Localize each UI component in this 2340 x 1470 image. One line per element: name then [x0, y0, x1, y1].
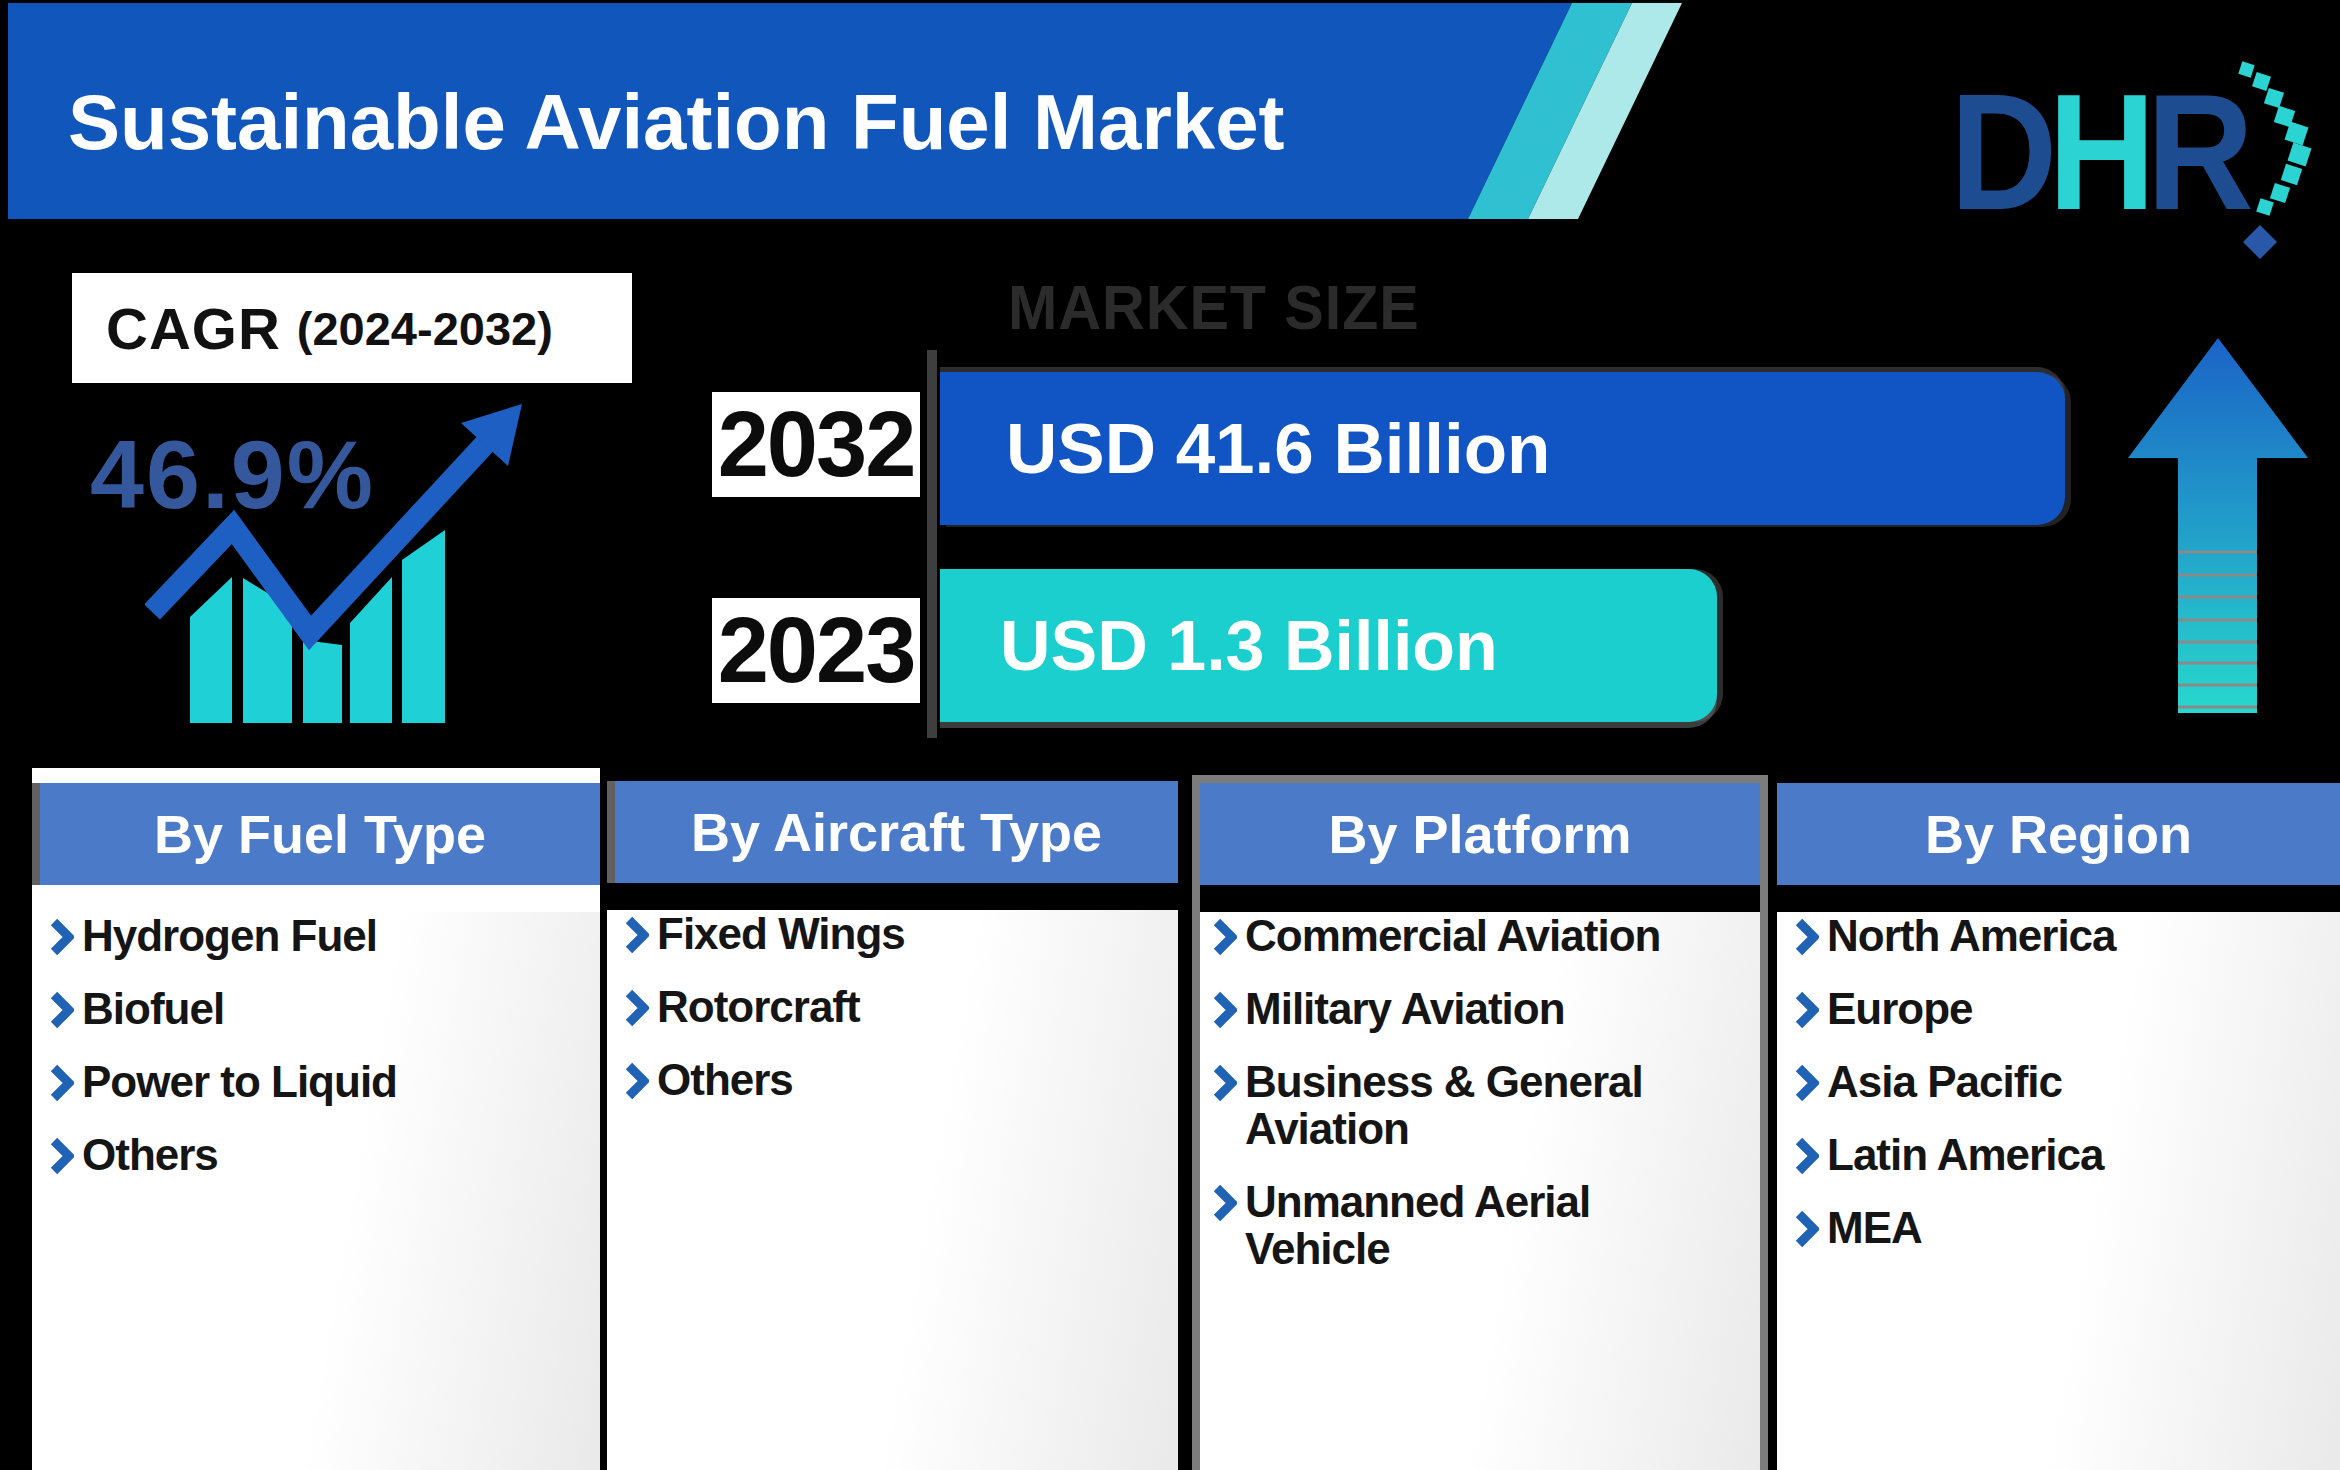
item-label: Business & General Aviation [1245, 1058, 1745, 1152]
item-label: Biofuel [82, 985, 224, 1032]
list-item: Unmanned Aerial Vehicle [1213, 1178, 1752, 1272]
list-item: Others [625, 1056, 1170, 1103]
chevron-right-icon [50, 1137, 74, 1175]
item-label: North America [1827, 912, 2116, 959]
chevron-right-icon [1795, 1210, 1819, 1248]
segment-items: North America Europe Asia Pacific Latin … [1777, 912, 2340, 1251]
cagr-period: (2024-2032) [297, 301, 553, 356]
logo-letter-h: H [2048, 60, 2146, 244]
segment-header: By Platform [1200, 783, 1760, 885]
chevron-right-icon [50, 991, 74, 1029]
logo-sparkle [2285, 122, 2309, 146]
chevron-right-icon [50, 1064, 74, 1102]
item-label: Asia Pacific [1827, 1058, 2062, 1105]
segment-body: Fixed Wings Rotorcraft Others [607, 910, 1178, 1470]
item-label: Commercial Aviation [1245, 912, 1660, 959]
list-item: Hydrogen Fuel [50, 912, 592, 959]
header-band: Sustainable Aviation Fuel Market [8, 3, 1682, 219]
dhr-logo-letters: DHR [1950, 70, 2245, 235]
segment-body: Commercial Aviation Military Aviation Bu… [1200, 912, 1760, 1470]
segment-items: Commercial Aviation Military Aviation Bu… [1200, 912, 1760, 1272]
logo-letter-r: R [2147, 60, 2245, 244]
chevron-right-icon [1213, 918, 1237, 956]
dhr-logo: DHR [1950, 70, 2340, 270]
list-item: Rotorcraft [625, 983, 1170, 1030]
item-label: Others [657, 1056, 793, 1103]
year-label-2023: 2023 [712, 598, 920, 703]
market-size-axis-line [927, 350, 937, 738]
cagr-box: CAGR (2024-2032) [72, 273, 632, 383]
list-item: MEA [1795, 1204, 2332, 1251]
chevron-right-icon [1213, 991, 1237, 1029]
list-item: Biofuel [50, 985, 592, 1032]
logo-sparkle-blue [2243, 225, 2277, 259]
segment-header: By Aircraft Type [607, 781, 1178, 883]
chevron-right-icon [1795, 991, 1819, 1029]
segment-column-region: By Region North America Europe Asia Paci… [1777, 783, 2340, 1470]
up-arrow-icon [2120, 330, 2315, 720]
logo-letter-d: D [1950, 60, 2048, 244]
growth-chart-icon [145, 395, 535, 730]
segment-column-fuel-type: By Fuel Type Hydrogen Fuel Biofuel Power… [32, 768, 600, 1455]
page-title: Sustainable Aviation Fuel Market [68, 83, 1285, 161]
segment-header: By Region [1777, 783, 2340, 885]
logo-sparkle [2270, 183, 2290, 203]
item-label: Hydrogen Fuel [82, 912, 377, 959]
segment-body: Hydrogen Fuel Biofuel Power to Liquid Ot… [32, 912, 600, 1470]
chevron-right-icon [1795, 1064, 1819, 1102]
market-size-value-2023: USD 1.3 Billion [1000, 606, 1498, 686]
list-item: Latin America [1795, 1131, 2332, 1178]
chevron-right-icon [50, 918, 74, 956]
item-label: MEA [1827, 1204, 1922, 1251]
logo-sparkle [2264, 88, 2284, 108]
item-label: Others [82, 1131, 218, 1178]
item-label: Latin America [1827, 1131, 2103, 1178]
list-item: Asia Pacific [1795, 1058, 2332, 1105]
segment-column-platform: By Platform Commercial Aviation Military… [1192, 775, 1768, 1470]
infographic-page: Sustainable Aviation Fuel Market DHR CAG… [0, 0, 2340, 1470]
item-label: Military Aviation [1245, 985, 1565, 1032]
segment-items: Fixed Wings Rotorcraft Others [607, 910, 1178, 1103]
chevron-right-icon [1795, 918, 1819, 956]
list-item: Fixed Wings [625, 910, 1170, 957]
market-size-bar-2032: USD 41.6 Billion [940, 372, 2065, 525]
segment-body: North America Europe Asia Pacific Latin … [1777, 912, 2340, 1470]
list-item: Military Aviation [1213, 985, 1752, 1032]
market-size-value-2032: USD 41.6 Billion [1006, 408, 1550, 489]
cagr-label: CAGR [106, 295, 281, 362]
logo-sparkle [2281, 164, 2302, 185]
item-label: Unmanned Aerial Vehicle [1245, 1178, 1745, 1272]
list-item: Business & General Aviation [1213, 1058, 1752, 1152]
chevron-right-icon [1213, 1064, 1237, 1102]
segment-items: Hydrogen Fuel Biofuel Power to Liquid Ot… [32, 912, 600, 1178]
list-item: Power to Liquid [50, 1058, 592, 1105]
market-size-bar-2023: USD 1.3 Billion [940, 569, 1717, 722]
item-label: Rotorcraft [657, 983, 860, 1030]
chevron-right-icon [1213, 1184, 1237, 1222]
list-item: Commercial Aviation [1213, 912, 1752, 959]
chevron-right-icon [625, 916, 649, 954]
logo-sparkle [2288, 143, 2312, 167]
chevron-right-icon [625, 1062, 649, 1100]
list-item: North America [1795, 912, 2332, 959]
segment-header: By Fuel Type [32, 783, 600, 885]
logo-sparkle [2256, 198, 2274, 216]
segment-column-aircraft-type: By Aircraft Type Fixed Wings Rotorcraft … [607, 781, 1178, 1470]
market-size-heading: MARKET SIZE [1008, 276, 1420, 339]
item-label: Europe [1827, 985, 1973, 1032]
item-label: Fixed Wings [657, 910, 905, 957]
item-label: Power to Liquid [82, 1058, 397, 1105]
year-label-2032: 2032 [712, 392, 920, 497]
list-item: Europe [1795, 985, 2332, 1032]
list-item: Others [50, 1131, 592, 1178]
chevron-right-icon [1795, 1137, 1819, 1175]
chevron-right-icon [625, 989, 649, 1027]
